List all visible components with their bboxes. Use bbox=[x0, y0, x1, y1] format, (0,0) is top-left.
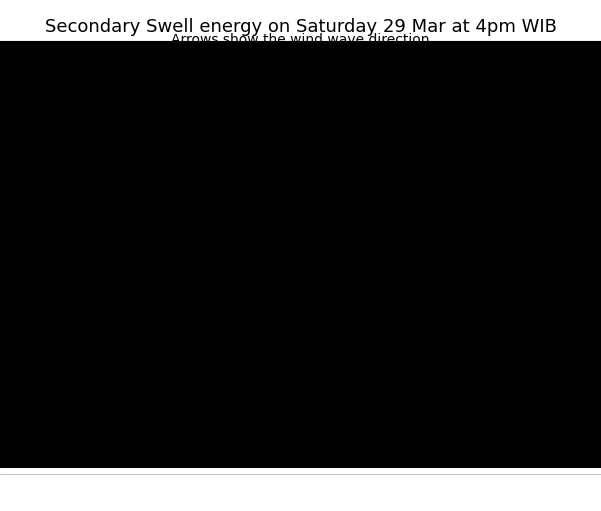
Text: Secondary Swell energy on Saturday 29 Mar at 4pm WIB: Secondary Swell energy on Saturday 29 Ma… bbox=[44, 18, 557, 36]
Text: Arrows show the wind wave direction: Arrows show the wind wave direction bbox=[171, 33, 430, 47]
